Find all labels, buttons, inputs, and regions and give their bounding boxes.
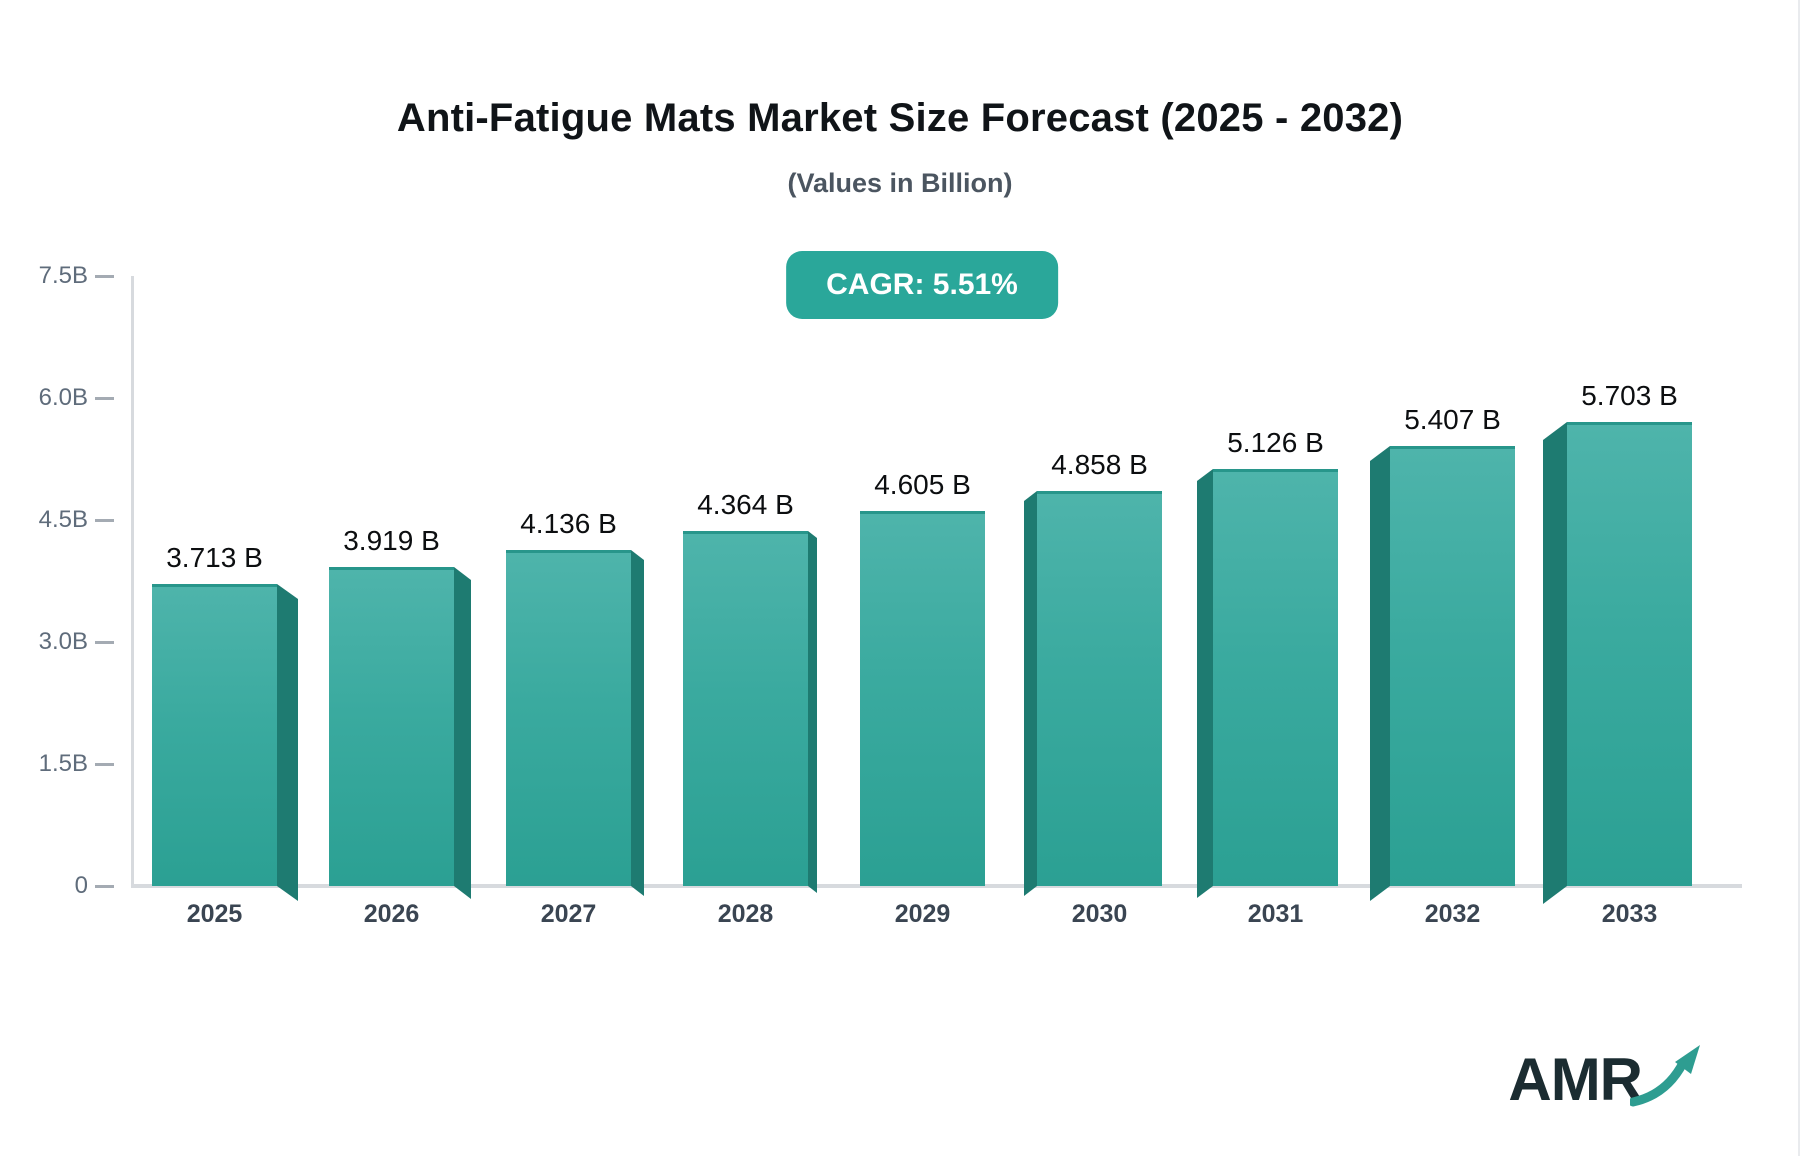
x-tick-label-2030: 2030 — [1071, 900, 1128, 928]
y-tick-label: 6.0B — [38, 384, 88, 411]
amr-logo-arrow-icon — [1630, 1045, 1700, 1107]
bar-side-2026 — [454, 567, 471, 899]
bar-2031 — [1213, 469, 1338, 886]
x-tick-label-2026: 2026 — [363, 900, 420, 928]
bar-2025 — [152, 584, 277, 886]
x-tick-label-2029: 2029 — [894, 900, 951, 928]
x-tick-label-2025: 2025 — [186, 900, 243, 928]
y-tick-label: 1.5B — [38, 750, 88, 777]
bar-value-label-2031: 5.126 B — [1227, 427, 1324, 458]
amr-logo: AMR — [1508, 1044, 1704, 1110]
bar-value-label-2030: 4.858 B — [1051, 449, 1148, 480]
bar-side-2030 — [1024, 491, 1037, 896]
x-tick-label-2028: 2028 — [717, 900, 774, 928]
bar-2029 — [860, 511, 985, 886]
cagr-badge: CAGR: 5.51% — [786, 251, 1058, 319]
bar-side-2032 — [1370, 446, 1390, 901]
bar-2033 — [1567, 422, 1692, 886]
y-tick-dash — [95, 275, 114, 278]
bar-2030 — [1037, 491, 1162, 886]
y-tick-label: 7.5B — [38, 262, 88, 289]
bar-value-label-2026: 3.919 B — [343, 525, 440, 556]
bar-value-label-2029: 4.605 B — [874, 469, 971, 500]
bar-side-2025 — [277, 584, 298, 901]
y-axis-line — [131, 276, 134, 888]
bar-2027 — [506, 550, 631, 886]
bar-side-2031 — [1197, 469, 1213, 898]
page-right-border — [1798, 0, 1800, 1156]
bar-value-label-2033: 5.703 B — [1581, 380, 1678, 411]
bar-value-label-2025: 3.713 B — [166, 542, 263, 573]
x-tick-label-2031: 2031 — [1247, 900, 1304, 928]
y-tick-dash — [95, 885, 114, 888]
y-tick-label: 4.5B — [38, 506, 88, 533]
y-tick-label: 0 — [74, 872, 88, 899]
y-tick-dash — [95, 763, 114, 766]
bar-2028 — [683, 531, 808, 886]
bar-value-label-2028: 4.364 B — [697, 489, 794, 520]
bar-value-label-2027: 4.136 B — [520, 508, 617, 539]
bar-2032 — [1390, 446, 1515, 886]
amr-logo-text: AMR — [1508, 1046, 1643, 1113]
y-tick-dash — [95, 641, 114, 644]
bar-side-2027 — [631, 550, 644, 896]
bar-value-label-2032: 5.407 B — [1404, 404, 1501, 435]
x-axis-line — [131, 884, 1742, 888]
bar-2026 — [329, 567, 454, 886]
x-tick-label-2027: 2027 — [540, 900, 597, 928]
y-tick-dash — [95, 397, 114, 400]
y-tick-label: 3.0B — [38, 628, 88, 655]
x-tick-label-2033: 2033 — [1601, 900, 1658, 928]
x-tick-label-2032: 2032 — [1424, 900, 1481, 928]
chart-subtitle: (Values in Billion) — [787, 168, 1013, 198]
bar-side-2028 — [808, 531, 817, 893]
chart-title: Anti-Fatigue Mats Market Size Forecast (… — [396, 96, 1404, 140]
bar-side-2033 — [1543, 422, 1567, 904]
y-tick-dash — [95, 519, 114, 522]
